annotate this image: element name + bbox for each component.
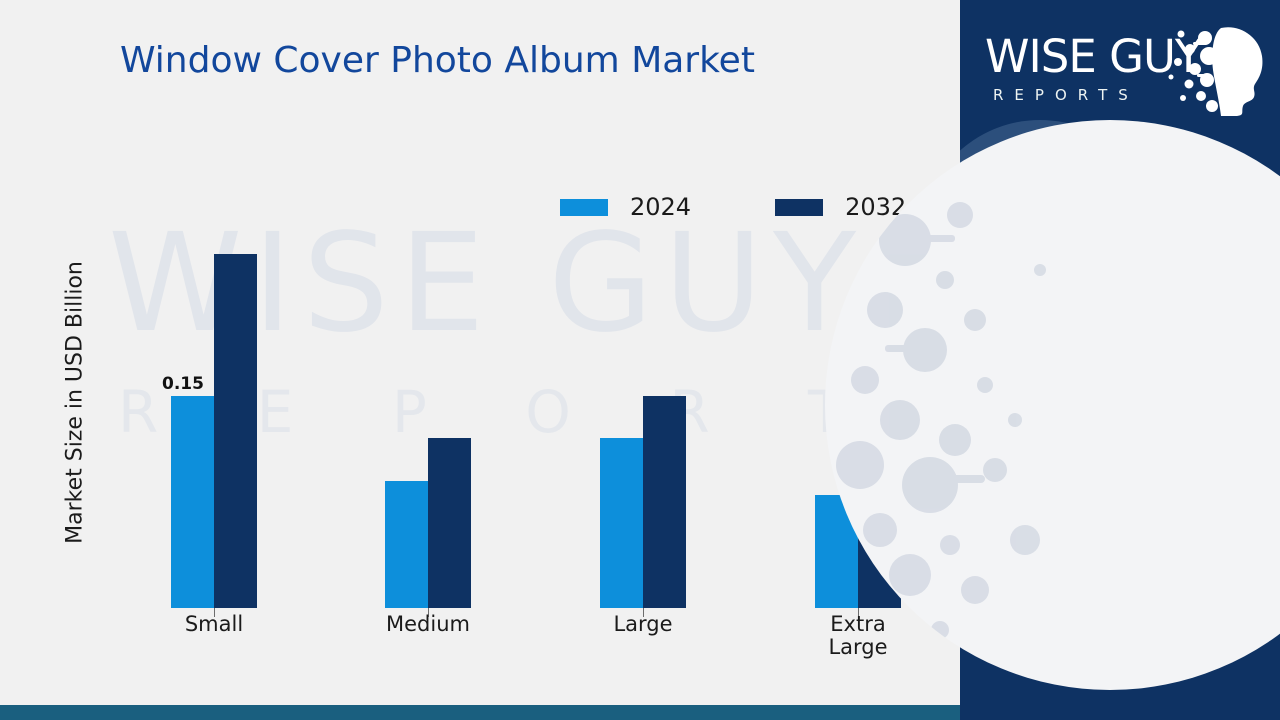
page-title: Window Cover Photo Album Market bbox=[120, 40, 755, 81]
x-axis-tick bbox=[858, 608, 859, 617]
bar-value-label: 0.15 bbox=[162, 373, 204, 394]
bar-small-2032[interactable] bbox=[214, 254, 257, 608]
bar-medium-2024[interactable] bbox=[385, 480, 428, 608]
molecule-dots-pattern bbox=[825, 120, 1280, 690]
bar-large-2024[interactable] bbox=[600, 438, 643, 608]
legend-swatch-2032 bbox=[775, 198, 824, 216]
brand-logo: WISE GUY REPORTS bbox=[985, 27, 1275, 116]
legend-label-2024: 2024 bbox=[630, 193, 692, 221]
x-axis-label-large: Large bbox=[613, 612, 673, 636]
bar-small-2024[interactable] bbox=[171, 395, 214, 608]
x-axis-label-small: Small bbox=[184, 612, 244, 636]
legend-item-2024[interactable]: 2024 bbox=[560, 193, 691, 221]
x-axis-tick bbox=[214, 608, 215, 617]
x-axis-tick bbox=[428, 608, 429, 617]
bar-chart-plot-area: 0.15 Small Medium Large Extra Large bbox=[162, 254, 901, 659]
logo-wordmark-reports: REPORTS bbox=[993, 86, 1139, 104]
legend-swatch-2024 bbox=[560, 198, 608, 216]
bar-medium-2032[interactable] bbox=[428, 438, 471, 608]
x-axis-label-medium: Medium bbox=[386, 612, 470, 636]
x-axis-tick bbox=[643, 608, 644, 617]
bottom-accent-strip bbox=[0, 705, 960, 720]
bar-large-2032[interactable] bbox=[643, 395, 686, 608]
logo-wordmark-wiseguy: WISE GUY bbox=[985, 30, 1202, 83]
